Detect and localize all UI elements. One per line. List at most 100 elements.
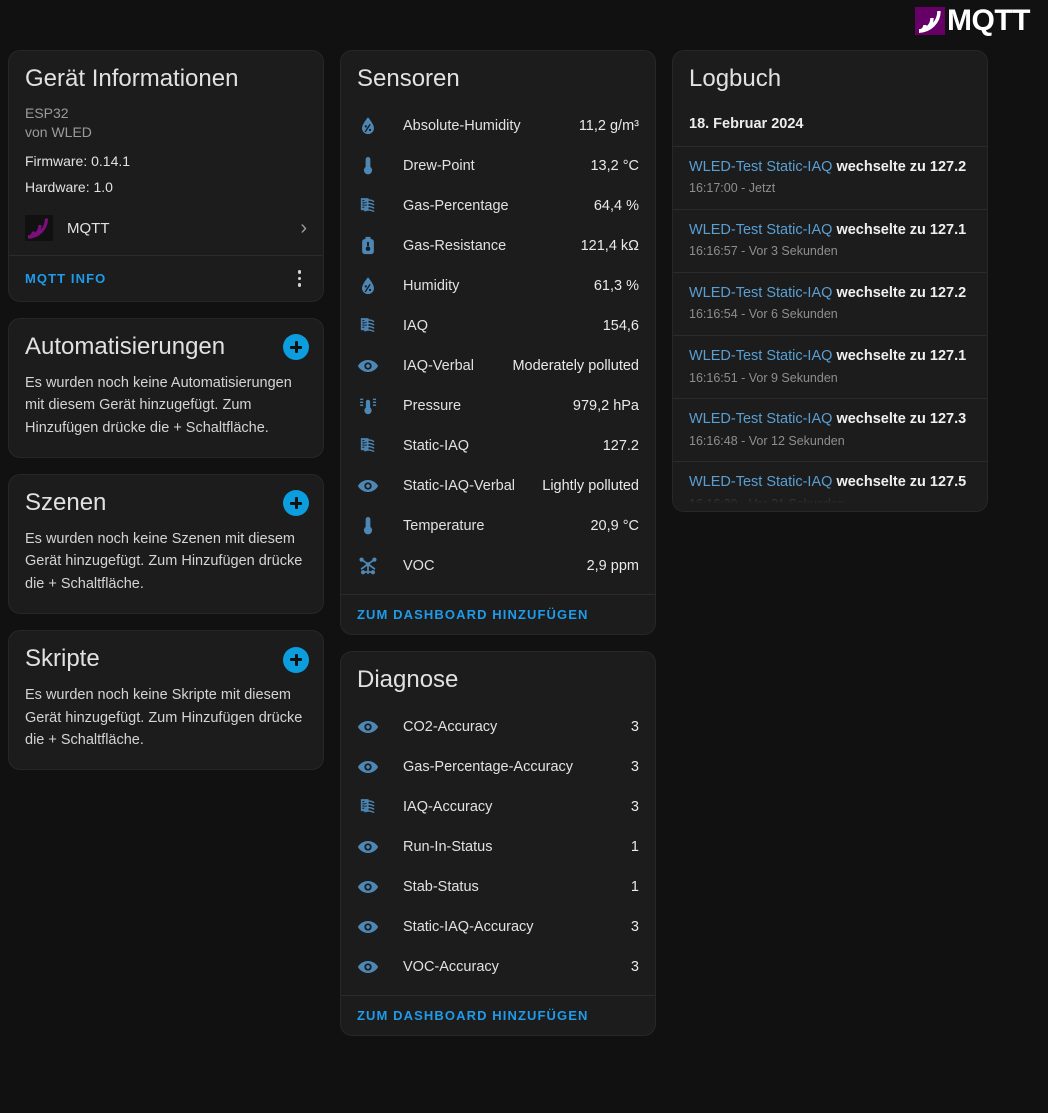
entity-row[interactable]: Temperature 20,9 °C: [357, 506, 639, 546]
entity-name: Humidity: [403, 277, 460, 294]
scenes-header: Szenen: [9, 475, 323, 528]
logbook-entity-link[interactable]: WLED-Test Static-IAQ: [689, 474, 833, 491]
logbook-entry[interactable]: WLED-Test Static-IAQ wechselte zu 127.2 1…: [673, 271, 987, 335]
entity-value: 61,3 %: [593, 277, 639, 294]
logbook-date-heading: 18. Februar 2024: [689, 115, 804, 132]
entity-row[interactable]: IAQ 154,6: [357, 306, 639, 346]
sensors-title: Sensoren: [357, 65, 460, 92]
kebab-menu-icon[interactable]: [292, 268, 308, 289]
entity-name: VOC-Accuracy: [403, 958, 499, 975]
entity-name: Stab-Status: [403, 878, 479, 895]
entity-row[interactable]: Absolute-Humidity 11,2 g/m³: [357, 106, 639, 146]
diagnostics-title: Diagnose: [357, 665, 459, 693]
add-to-dashboard-button[interactable]: ZUM DASHBOARD HINZUFÜGEN: [357, 606, 589, 622]
device-model: ESP32: [25, 104, 69, 121]
logbook-card: Logbuch 18. Februar 2024 WLED-Test Stati…: [672, 50, 988, 512]
logbook-entry-time: 16:16:48 - Vor 12 Sekunden: [689, 433, 845, 448]
entity-name: Pressure: [403, 397, 462, 414]
eye-icon: [357, 876, 389, 898]
entity-row[interactable]: CO2-Accuracy 3: [357, 707, 639, 747]
eye-icon: [357, 916, 389, 938]
logbook-entry-time: 16:17:00 - Jetzt: [689, 181, 776, 196]
add-script-button[interactable]: [283, 646, 309, 673]
entity-value: Moderately polluted: [512, 357, 639, 374]
entity-row[interactable]: Humidity 61,3 %: [357, 266, 639, 306]
sensors-card: Sensoren Absolute-Humidity 11,2 g/m³ Drew-…: [340, 50, 656, 635]
logbook-entity-link[interactable]: WLED-Test Static-IAQ: [689, 284, 833, 301]
entity-row[interactable]: Run-In-Status 1: [357, 827, 639, 867]
mqtt-signal-icon: [25, 215, 53, 242]
mqtt-signal-icon: [915, 7, 946, 35]
entity-row[interactable]: Drew-Point 13,2 °C: [357, 146, 639, 186]
logbook-entity-link[interactable]: WLED-Test Static-IAQ: [689, 411, 833, 428]
entity-name: IAQ: [403, 317, 428, 334]
device-info-body: ESP32 von WLED Firmware: 0.14.1 Hardware…: [9, 104, 323, 202]
eye-icon: [357, 756, 389, 778]
add-scene-button[interactable]: [283, 490, 309, 517]
entity-row[interactable]: IAQ-Accuracy 3: [357, 787, 639, 827]
entity-row[interactable]: Pressure 979,2 hPa: [357, 386, 639, 426]
entity-name: Run-In-Status: [403, 838, 493, 855]
logbook-entry-action: wechselte zu 127.1: [832, 221, 967, 238]
entity-row[interactable]: VOC 2,9 ppm: [357, 546, 639, 586]
column-left: Gerät Informationen ESP32 von WLED Firmw…: [8, 50, 324, 771]
logbook-entry[interactable]: WLED-Test Static-IAQ wechselte zu 127.2 1…: [673, 145, 987, 209]
column-middle: Sensoren Absolute-Humidity 11,2 g/m³ Drew-…: [340, 50, 656, 1036]
automations-card: Automatisierungen Es wurden noch keine A…: [8, 317, 324, 459]
scenes-title: Szenen: [25, 489, 107, 517]
logbook-entity-link[interactable]: WLED-Test Static-IAQ: [689, 221, 833, 238]
chevron-right-icon[interactable]: ›: [300, 217, 307, 240]
entity-name: Absolute-Humidity: [403, 117, 521, 134]
logbook-entry[interactable]: WLED-Test Static-IAQ wechselte zu 127.3 1…: [673, 398, 987, 461]
entity-value: 3: [630, 958, 639, 975]
logbook-entity-link[interactable]: WLED-Test Static-IAQ: [689, 347, 833, 364]
logbook-entry-time: 16:16:51 - Vor 9 Sekunden: [689, 370, 838, 385]
entity-row[interactable]: Static-IAQ-Accuracy 3: [357, 907, 639, 947]
gas-lines-icon: [357, 195, 389, 217]
add-to-dashboard-button[interactable]: ZUM DASHBOARD HINZUFÜGEN: [357, 1007, 589, 1023]
entity-value: 3: [630, 758, 639, 775]
logbook-entry-time: 16:16:57 - Vor 3 Sekunden: [689, 244, 838, 259]
logbook-entry-action: wechselte zu 127.2: [832, 158, 967, 175]
spacer: [25, 170, 307, 178]
thermometer-icon: [357, 515, 389, 537]
logbook-entity-link[interactable]: WLED-Test Static-IAQ: [689, 158, 833, 175]
logbook-entry[interactable]: WLED-Test Static-IAQ wechselte zu 127.1 1…: [673, 334, 987, 398]
logbook-entry[interactable]: WLED-Test Static-IAQ wechselte zu 127.5 1…: [673, 461, 987, 511]
eye-icon: [357, 956, 389, 978]
logbook-entry[interactable]: WLED-Test Static-IAQ wechselte zu 127.1 1…: [673, 208, 987, 272]
eye-icon: [357, 475, 389, 497]
logbook-entry-headline: WLED-Test Static-IAQ wechselte zu 127.2: [689, 158, 971, 178]
integration-label: MQTT: [67, 219, 110, 237]
add-automation-button[interactable]: [283, 334, 309, 361]
entity-row[interactable]: Gas-Resistance 121,4 kΩ: [357, 226, 639, 266]
automations-empty-text: Es wurden noch keine Automatisierungen m…: [25, 374, 292, 436]
entity-value: 20,9 °C: [590, 517, 639, 534]
water-percent-icon: [357, 275, 389, 297]
gas-lines-icon: [357, 796, 389, 818]
mqtt-info-button[interactable]: MQTT INFO: [25, 271, 107, 287]
entity-row[interactable]: Stab-Status 1: [357, 867, 639, 907]
logbook-entry-action: wechselte zu 127.5: [832, 474, 967, 491]
diagnostics-card: Diagnose CO2-Accuracy 3 Gas-Percentage-Acc…: [340, 650, 656, 1036]
entity-row[interactable]: Gas-Percentage 64,4 %: [357, 186, 639, 226]
entity-name: Static-IAQ-Verbal: [403, 477, 516, 494]
entity-row[interactable]: Static-IAQ-Verbal Lightly polluted: [357, 466, 639, 506]
entity-row[interactable]: Gas-Percentage-Accuracy 3: [357, 747, 639, 787]
entity-row[interactable]: Static-IAQ 127.2: [357, 426, 639, 466]
device-card-actions: MQTT INFO: [9, 255, 323, 301]
scripts-header: Skripte: [9, 631, 323, 684]
logbook-entry-time: 16:16:54 - Vor 6 Sekunden: [689, 307, 838, 322]
entity-row[interactable]: VOC-Accuracy 3: [357, 947, 639, 987]
entity-value: 1: [630, 878, 639, 895]
spacer: [25, 142, 307, 152]
scenes-empty-text: Es wurden noch keine Szenen mit diesem G…: [25, 530, 303, 592]
water-percent-icon: [357, 115, 389, 137]
logbook-entry-action: wechselte zu 127.1: [832, 347, 967, 364]
gas-lines-icon: [357, 315, 389, 337]
integration-row-mqtt[interactable]: MQTT ›: [9, 201, 323, 255]
sensors-card-actions: ZUM DASHBOARD HINZUFÜGEN: [341, 593, 655, 634]
entity-row[interactable]: IAQ-Verbal Moderately polluted: [357, 346, 639, 386]
gauge-icon: [357, 395, 389, 417]
